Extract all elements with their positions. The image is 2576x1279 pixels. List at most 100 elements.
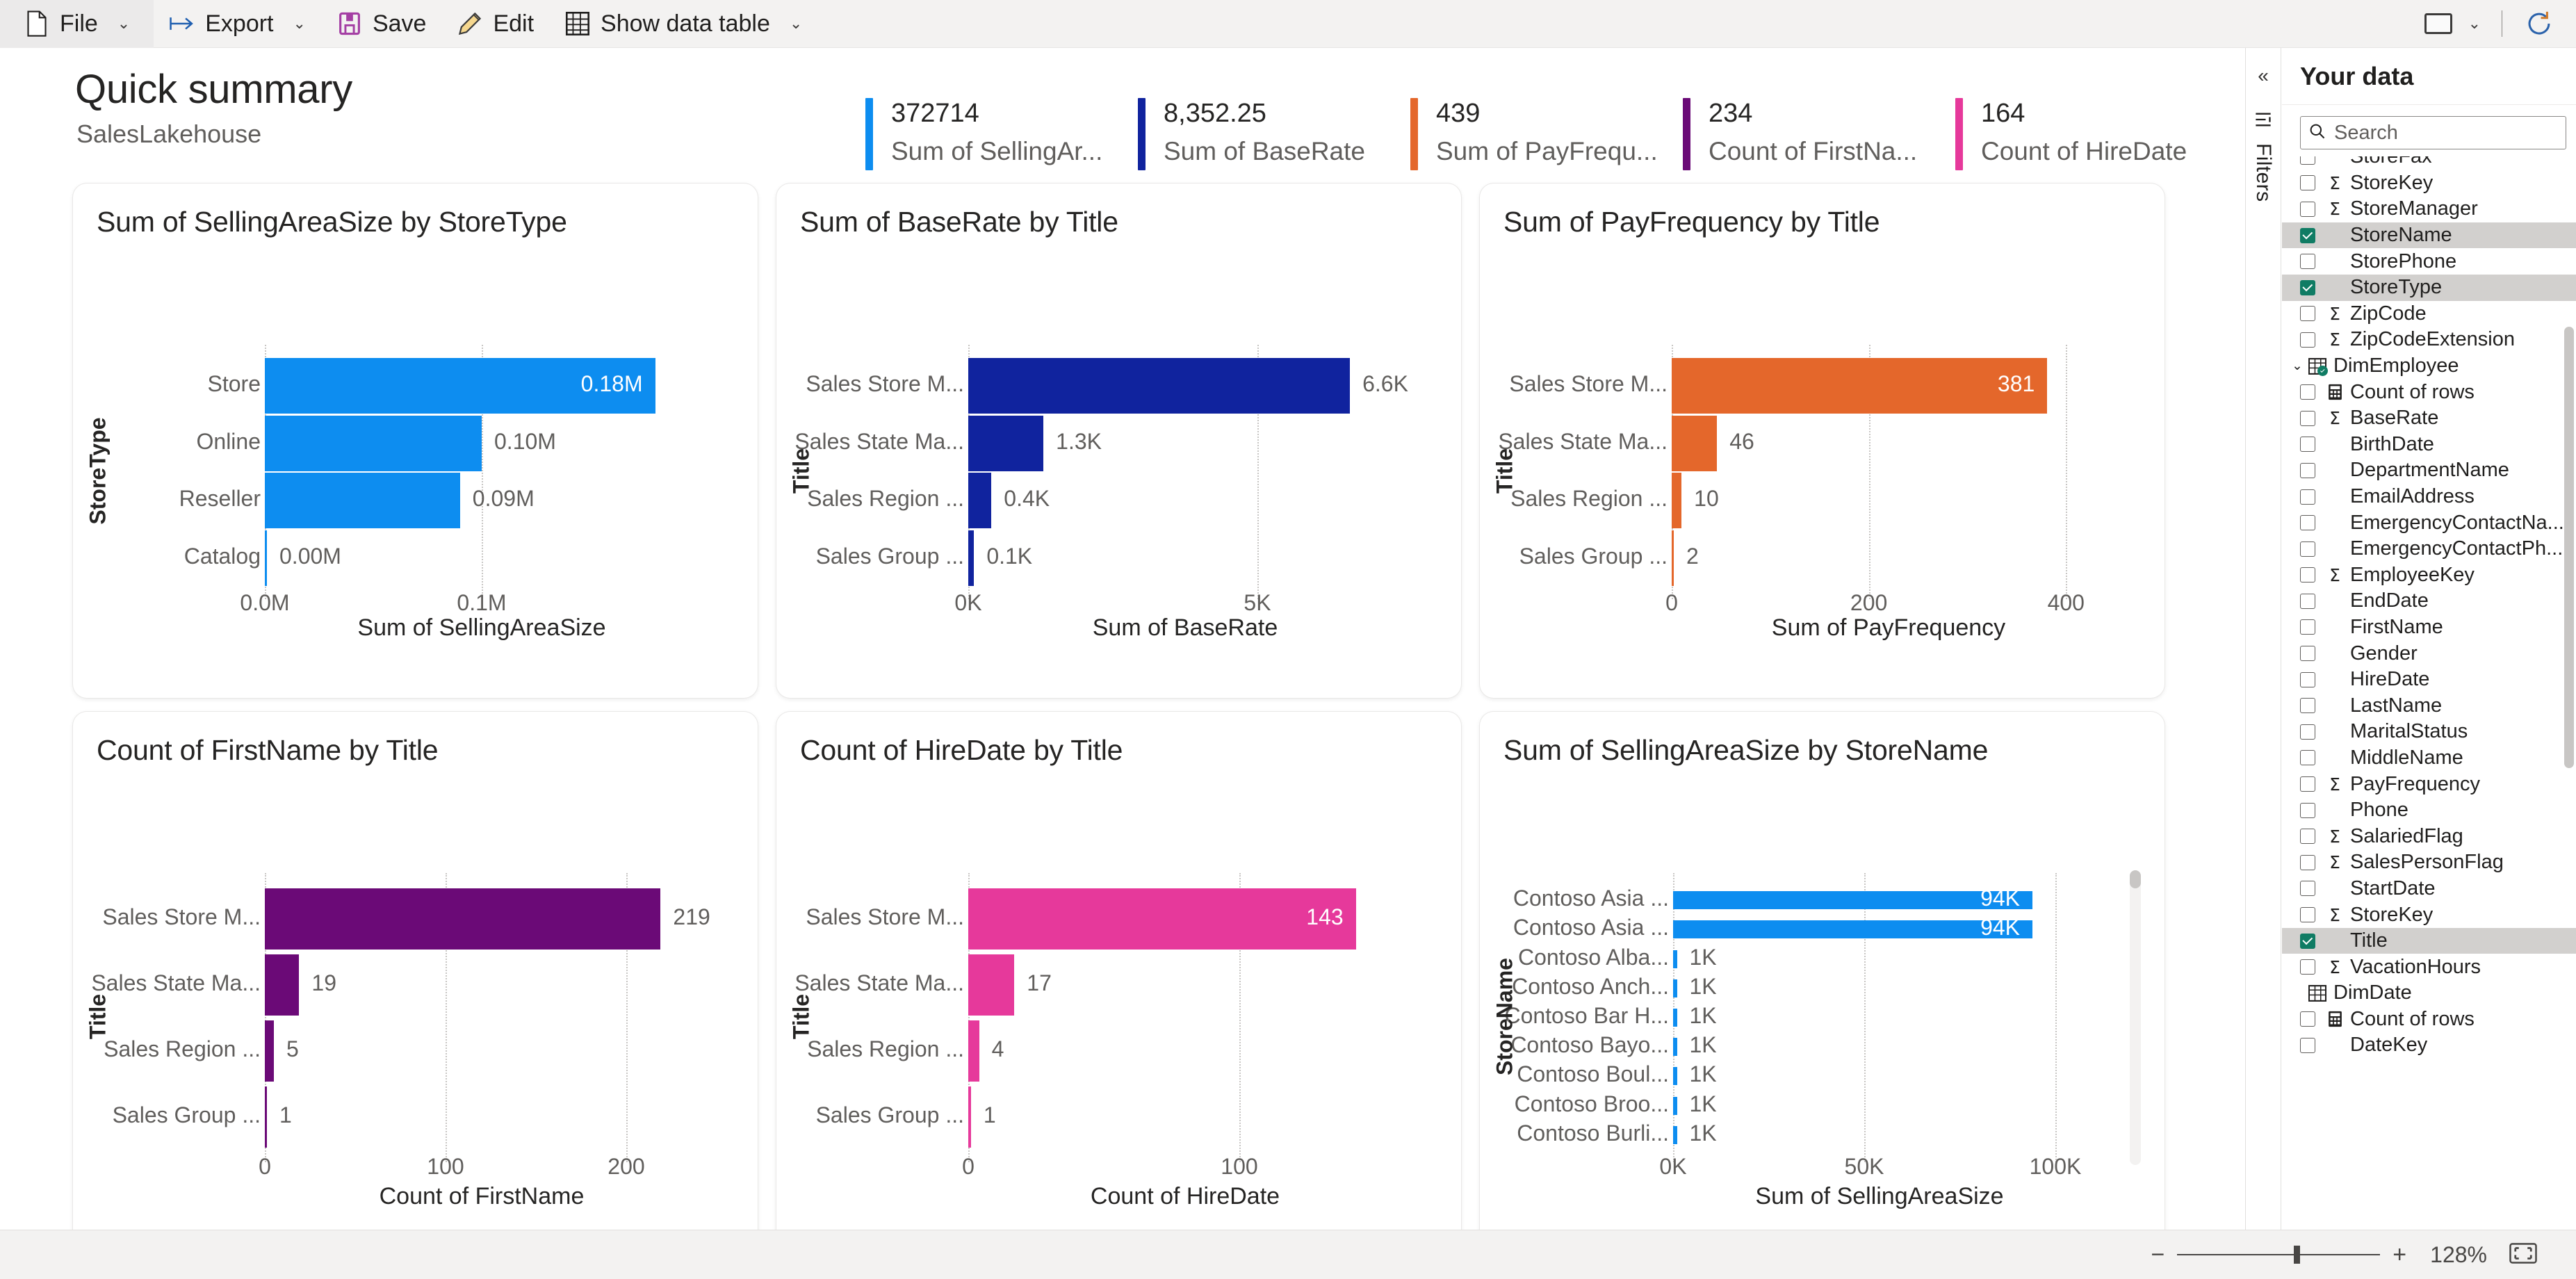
edit-button[interactable]: Edit: [457, 10, 534, 38]
visual-card-3[interactable]: Count of FirstName by Title 0 100 200 Sales…: [73, 712, 758, 1230]
kpi-card[interactable]: 439 Sum of PayFrequ...: [1410, 98, 1683, 170]
field-row[interactable]: Σ StoreType: [2282, 274, 2576, 301]
category-label[interactable]: Contoso Bar H...: [1504, 1003, 1669, 1028]
field-row[interactable]: Σ EndDate: [2282, 588, 2576, 614]
save-button[interactable]: Save: [336, 10, 426, 38]
field-row[interactable]: Σ EmergencyContactPh...: [2282, 536, 2576, 562]
refresh-icon[interactable]: [2523, 10, 2555, 37]
field-row[interactable]: Σ EmailAddress: [2282, 484, 2576, 510]
edit-group[interactable]: Edit: [441, 0, 549, 48]
checkbox-unchecked[interactable]: [2300, 776, 2315, 792]
category-label[interactable]: Sales Region ...: [807, 486, 964, 512]
field-table-group-dimemployee[interactable]: ⌄ DimEmployee: [2282, 353, 2576, 380]
category-label[interactable]: Contoso Bayo...: [1510, 1032, 1669, 1058]
checkbox-unchecked[interactable]: [2300, 1037, 2315, 1053]
kpi-card[interactable]: 8,352.25 Sum of BaseRate: [1138, 98, 1410, 170]
checkbox-unchecked[interactable]: [2300, 410, 2315, 426]
category-label[interactable]: Sales Group ...: [112, 1102, 261, 1127]
category-label[interactable]: Contoso Broo...: [1514, 1091, 1669, 1116]
field-row[interactable]: Σ ZipCodeExtension: [2282, 327, 2576, 353]
field-row[interactable]: Count of rows: [2282, 1007, 2576, 1033]
kpi-card[interactable]: 164 Count of HireDate: [1955, 98, 2228, 170]
field-row[interactable]: Σ Phone: [2282, 797, 2576, 824]
chevron-down-icon[interactable]: ⌄: [2292, 359, 2303, 374]
field-row[interactable]: Σ EmergencyContactNa...: [2282, 510, 2576, 536]
category-label[interactable]: Store: [207, 371, 261, 397]
checkbox-unchecked[interactable]: [2300, 175, 2315, 191]
field-row[interactable]: Σ StorePhone: [2282, 248, 2576, 275]
field-row[interactable]: Σ BirthDate: [2282, 432, 2576, 458]
field-row[interactable]: Σ SalesPersonFlag: [2282, 849, 2576, 876]
chevron-down-icon[interactable]: ⌄: [2468, 15, 2481, 32]
category-label[interactable]: Catalog: [184, 543, 261, 569]
category-label[interactable]: Contoso Anch...: [1512, 973, 1669, 999]
field-row[interactable]: Σ Title: [2282, 927, 2576, 954]
file-menu-button[interactable]: File ⌄: [24, 10, 130, 38]
category-label[interactable]: Sales Store M...: [102, 904, 261, 929]
bar[interactable]: [1672, 358, 2048, 414]
visual-scrollbar[interactable]: [2130, 870, 2141, 1165]
field-row[interactable]: Σ StoreFax: [2282, 156, 2576, 170]
checkbox-unchecked[interactable]: [2300, 462, 2315, 478]
field-list[interactable]: Σ StoreFax Σ StoreKey Σ StoreManager Σ StoreNam…: [2282, 156, 2576, 1230]
category-label[interactable]: Reseller: [179, 486, 261, 512]
checkbox-unchecked[interactable]: [2300, 907, 2315, 923]
checkbox-unchecked[interactable]: [2300, 541, 2315, 557]
field-row[interactable]: Σ PayFrequency: [2282, 771, 2576, 797]
field-row[interactable]: Σ StoreKey: [2282, 170, 2576, 197]
field-row[interactable]: Σ StoreKey: [2282, 902, 2576, 928]
bar[interactable]: [265, 415, 482, 471]
checkbox-unchecked[interactable]: [2300, 332, 2315, 348]
file-menu-group[interactable]: File ⌄: [0, 0, 154, 48]
bar[interactable]: [968, 888, 1356, 950]
checkbox-unchecked[interactable]: [2300, 306, 2315, 322]
checkbox-unchecked[interactable]: [2300, 646, 2315, 662]
bar[interactable]: [265, 530, 267, 586]
field-row[interactable]: Σ DepartmentName: [2282, 457, 2576, 484]
checkbox-checked[interactable]: [2300, 227, 2315, 243]
field-row[interactable]: Σ EmployeeKey: [2282, 562, 2576, 589]
field-row[interactable]: Σ StoreManager: [2282, 196, 2576, 222]
category-label[interactable]: Contoso Burli...: [1517, 1120, 1669, 1146]
export-button[interactable]: Export ⌄: [169, 10, 306, 38]
checkbox-unchecked[interactable]: [2300, 515, 2315, 531]
bar[interactable]: [265, 358, 655, 414]
field-row[interactable]: Σ DateKey: [2282, 1032, 2576, 1059]
bar[interactable]: [1673, 891, 2032, 910]
checkbox-unchecked[interactable]: [2300, 750, 2315, 766]
double-chevron-left-icon[interactable]: «: [2258, 65, 2269, 86]
fit-to-page-icon[interactable]: [2509, 1242, 2537, 1267]
category-label[interactable]: Contoso Boul...: [1517, 1061, 1669, 1087]
kpi-card[interactable]: 372714 Sum of SellingAr...: [865, 98, 1138, 170]
visual-card-1[interactable]: Sum of BaseRate by Title 0K 5K Sales Store…: [776, 184, 1461, 698]
bar[interactable]: [1673, 979, 1677, 997]
checkbox-unchecked[interactable]: [2300, 254, 2315, 270]
checkbox-unchecked[interactable]: [2300, 437, 2315, 453]
bar[interactable]: [1673, 1038, 1677, 1057]
filter-pane-icon[interactable]: [2254, 111, 2272, 132]
bar[interactable]: [968, 530, 975, 586]
export-group[interactable]: Export ⌄: [154, 0, 321, 48]
field-row[interactable]: Σ StartDate: [2282, 876, 2576, 902]
category-label[interactable]: Sales Region ...: [104, 1036, 261, 1061]
visual-scrollbar-thumb[interactable]: [2130, 870, 2141, 888]
window-icon[interactable]: [2422, 10, 2454, 37]
bar[interactable]: [968, 473, 992, 529]
category-label[interactable]: Sales Region ...: [807, 1036, 964, 1061]
visual-card-2[interactable]: Sum of PayFrequency by Title 0 200 400 Sale…: [1480, 184, 2165, 698]
bar[interactable]: [968, 1020, 979, 1082]
bar[interactable]: [968, 1086, 971, 1148]
bar[interactable]: [265, 888, 661, 950]
field-row[interactable]: Σ FirstName: [2282, 614, 2576, 641]
checkbox-unchecked[interactable]: [2300, 829, 2315, 845]
zoom-out-button[interactable]: −: [2151, 1241, 2165, 1268]
checkbox-checked[interactable]: [2300, 933, 2315, 949]
field-table-group-dimdate[interactable]: ⌄DimDate: [2282, 980, 2576, 1007]
checkbox-unchecked[interactable]: [2300, 156, 2315, 165]
filters-label[interactable]: Filters: [2252, 143, 2275, 202]
kpi-card[interactable]: 234 Count of FirstNa...: [1683, 98, 1955, 170]
checkbox-unchecked[interactable]: [2300, 802, 2315, 818]
category-label[interactable]: Sales Group ...: [815, 543, 964, 569]
checkbox-unchecked[interactable]: [2300, 959, 2315, 975]
show-data-table-button[interactable]: Show data table ⌄: [564, 10, 802, 38]
